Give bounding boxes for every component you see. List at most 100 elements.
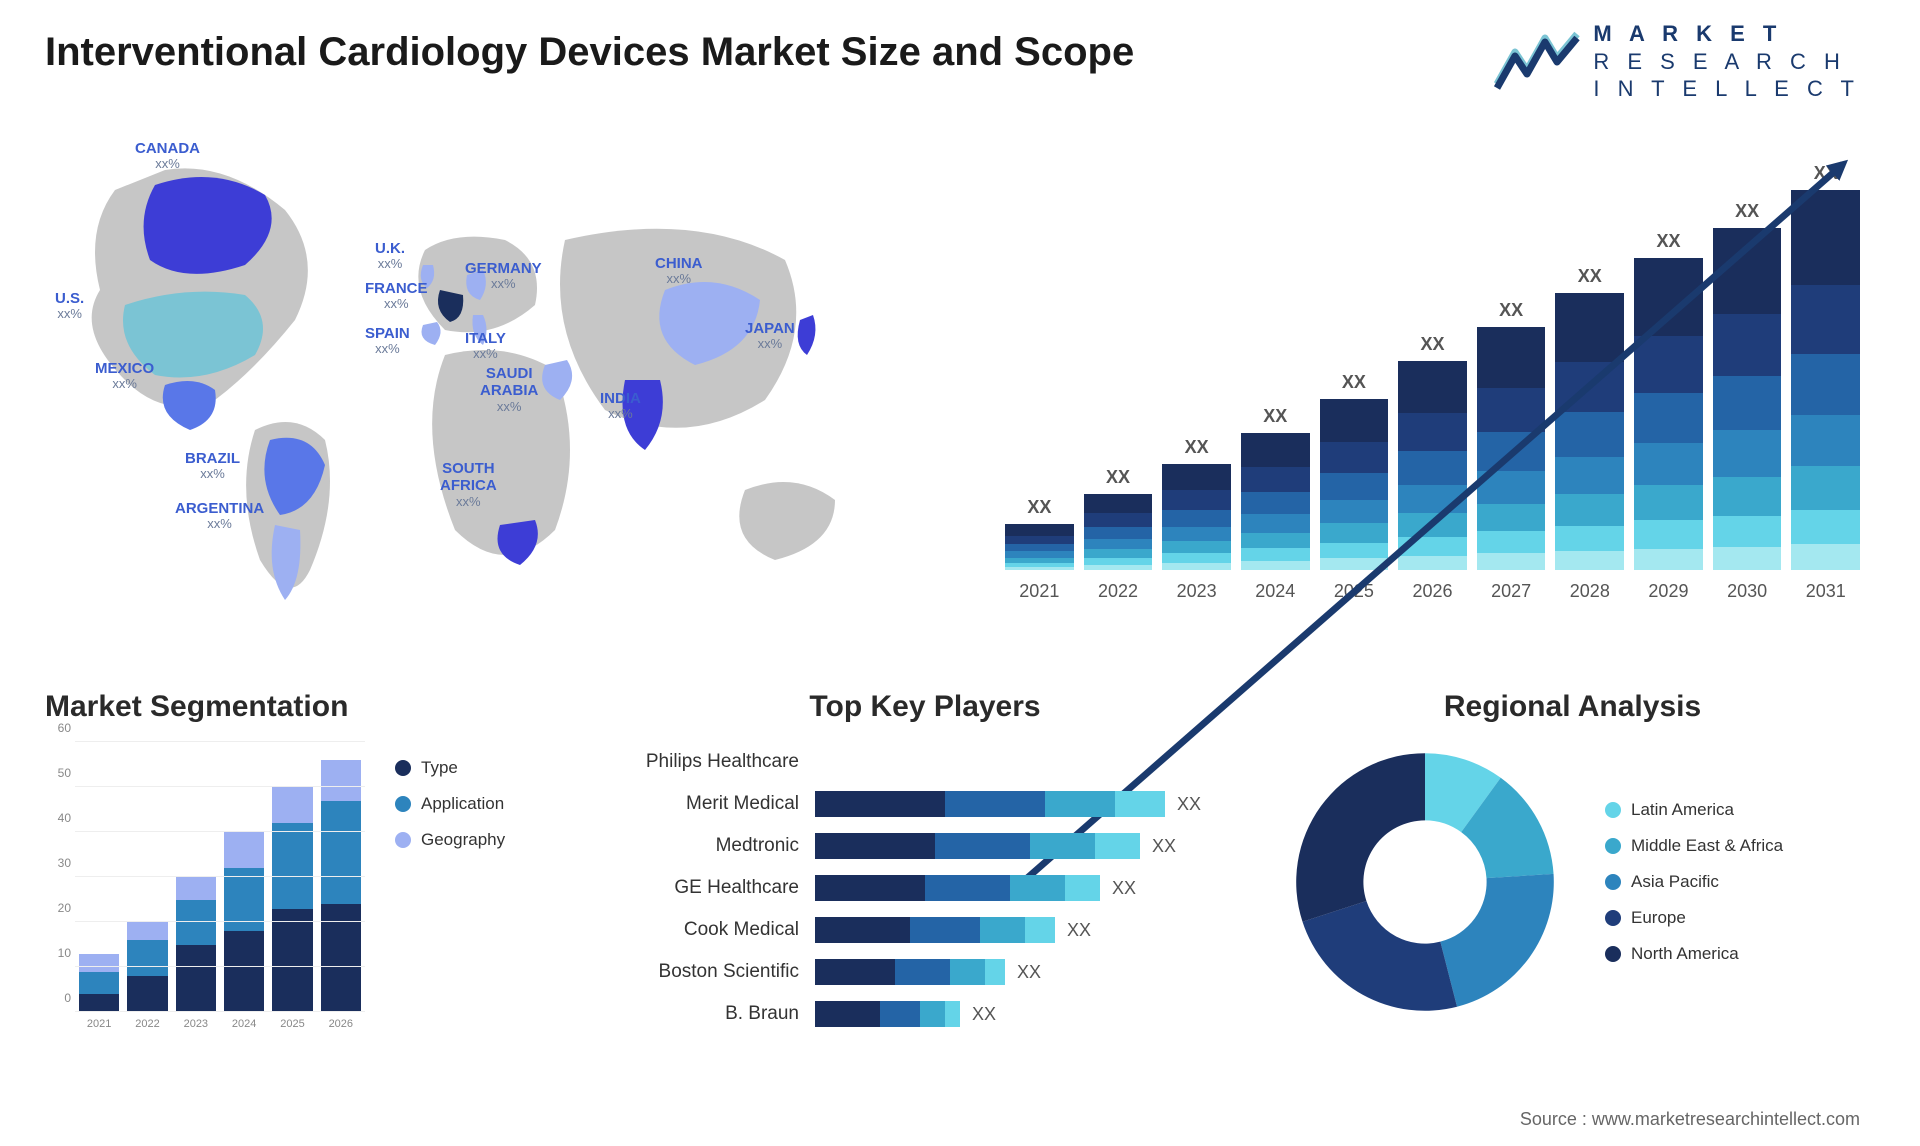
map-label: INDIAxx% [600, 390, 641, 422]
map-label: FRANCExx% [365, 280, 428, 312]
growth-bar-year: 2026 [1398, 581, 1467, 602]
segmentation-bar: 2021 [79, 954, 119, 1013]
player-name: Medtronic [615, 835, 815, 857]
legend-item: Middle East & Africa [1605, 836, 1783, 856]
player-name: Boston Scientific [615, 961, 815, 983]
map-label: SAUDIARABIAxx% [480, 365, 538, 414]
growth-bar-value: XX [1320, 372, 1389, 393]
growth-bar-value: XX [1634, 231, 1703, 252]
growth-bar-year: 2023 [1162, 581, 1231, 602]
regional-title: Regional Analysis [1285, 690, 1860, 724]
growth-bar-year: 2030 [1713, 581, 1782, 602]
map-label: BRAZILxx% [185, 450, 240, 482]
legend-item: Europe [1605, 908, 1783, 928]
growth-bar: XX2029 [1634, 258, 1703, 570]
growth-bar-value: XX [1477, 300, 1546, 321]
key-players-list: Philips HealthcareMerit MedicalXXMedtron… [615, 742, 1235, 1034]
growth-bar-value: XX [1005, 497, 1074, 518]
player-row: Medtronic XX [615, 826, 1235, 866]
growth-chart: XX2021XX2022XX2023XX2024XX2025XX2026XX20… [1005, 130, 1860, 610]
map-label: U.S.xx% [55, 290, 84, 322]
map-label: ITALYxx% [465, 330, 506, 362]
player-value: XX [1067, 920, 1091, 941]
brand-logo: M A R K E T R E S E A R C H I N T E L L … [1493, 20, 1860, 103]
growth-bar-year: 2022 [1084, 581, 1153, 602]
growth-bar: XX2026 [1398, 361, 1467, 570]
player-value: XX [1177, 794, 1201, 815]
growth-bar: XX2022 [1084, 494, 1153, 570]
growth-bar-value: XX [1241, 406, 1310, 427]
player-value: XX [1152, 836, 1176, 857]
segmentation-bar: 2022 [127, 922, 167, 1012]
map-label: ARGENTINAxx% [175, 500, 264, 532]
growth-bar-year: 2028 [1555, 581, 1624, 602]
growth-bar-value: XX [1791, 163, 1860, 184]
donut-slice [1303, 901, 1458, 1011]
growth-bar-value: XX [1084, 467, 1153, 488]
segmentation-y-axis: 0102030405060 [45, 742, 75, 1012]
growth-bar-year: 2021 [1005, 581, 1074, 602]
player-row: Merit Medical XX [615, 784, 1235, 824]
logo-icon [1493, 30, 1581, 92]
growth-bar: XX2030 [1713, 228, 1782, 570]
world-map: CANADAxx% U.S.xx% MEXICOxx% BRAZILxx% ARGENT… [45, 130, 945, 650]
player-value: XX [1112, 878, 1136, 899]
growth-bar-value: XX [1398, 334, 1467, 355]
growth-bar: XX2027 [1477, 327, 1546, 570]
segmentation-bars: 202120222023202420252026 [79, 742, 361, 1012]
logo-text: M A R K E T R E S E A R C H I N T E L L … [1593, 20, 1860, 103]
growth-bar-value: XX [1713, 201, 1782, 222]
growth-bar-value: XX [1162, 437, 1231, 458]
growth-bar-year: 2025 [1320, 581, 1389, 602]
growth-bar: XX2028 [1555, 293, 1624, 570]
growth-bar: XX2021 [1005, 524, 1074, 570]
key-players-chart: Top Key Players Philips Healthcare Merit … [615, 690, 1235, 1070]
legend-item: Application [395, 794, 505, 814]
donut-slice [1296, 753, 1425, 922]
legend-item: Type [395, 758, 505, 778]
segmentation-bar: 2025 [272, 787, 312, 1012]
growth-bar-year: 2024 [1241, 581, 1310, 602]
player-row: Philips Healthcare [615, 742, 1235, 782]
legend-item: Geography [395, 830, 505, 850]
regional-legend: Latin America Middle East & Africa Asia Pa… [1605, 784, 1783, 980]
regional-analysis-chart: Regional Analysis Latin America Middle Ea… [1285, 690, 1860, 1070]
growth-bar-year: 2027 [1477, 581, 1546, 602]
segmentation-title: Market Segmentation [45, 690, 565, 724]
regional-donut [1285, 742, 1565, 1022]
player-row: GE HealthcareXX [615, 868, 1235, 908]
legend-item: North America [1605, 944, 1783, 964]
player-name: Philips Healthcare [615, 751, 815, 773]
growth-bar-value: XX [1555, 266, 1624, 287]
growth-bar: XX2031 [1791, 190, 1860, 570]
map-label: CANADAxx% [135, 140, 200, 172]
segmentation-chart: Market Segmentation 0102030405060 202120… [45, 690, 565, 1070]
donut-slice [1440, 874, 1553, 1007]
map-label: SOUTHAFRICAxx% [440, 460, 497, 509]
player-row: B. Braun XX [615, 994, 1235, 1034]
growth-bar: XX2024 [1241, 433, 1310, 570]
player-name: Merit Medical [615, 793, 815, 815]
legend-item: Asia Pacific [1605, 872, 1783, 892]
player-row: Cook Medical XX [615, 910, 1235, 950]
player-value: XX [972, 1004, 996, 1025]
map-label: JAPANxx% [745, 320, 795, 352]
map-label: GERMANYxx% [465, 260, 542, 292]
growth-bar: XX2023 [1162, 464, 1231, 570]
segmentation-bar: 2026 [321, 760, 361, 1012]
player-value: XX [1017, 962, 1041, 983]
player-name: Cook Medical [615, 919, 815, 941]
growth-bar-year: 2031 [1791, 581, 1860, 602]
growth-bars: XX2021XX2022XX2023XX2024XX2025XX2026XX20… [1005, 190, 1860, 570]
legend-item: Latin America [1605, 800, 1783, 820]
map-label: CHINAxx% [655, 255, 703, 287]
segmentation-bar: 2024 [224, 832, 264, 1012]
key-players-title: Top Key Players [615, 690, 1235, 724]
segmentation-legend: Type Application Geography [395, 742, 505, 1032]
page-title: Interventional Cardiology Devices Market… [45, 30, 1134, 75]
map-label: MEXICOxx% [95, 360, 154, 392]
source-attribution: Source : www.marketresearchintellect.com [1520, 1109, 1860, 1130]
player-name: B. Braun [615, 1003, 815, 1025]
map-label: SPAINxx% [365, 325, 410, 357]
player-row: Boston Scientific XX [615, 952, 1235, 992]
